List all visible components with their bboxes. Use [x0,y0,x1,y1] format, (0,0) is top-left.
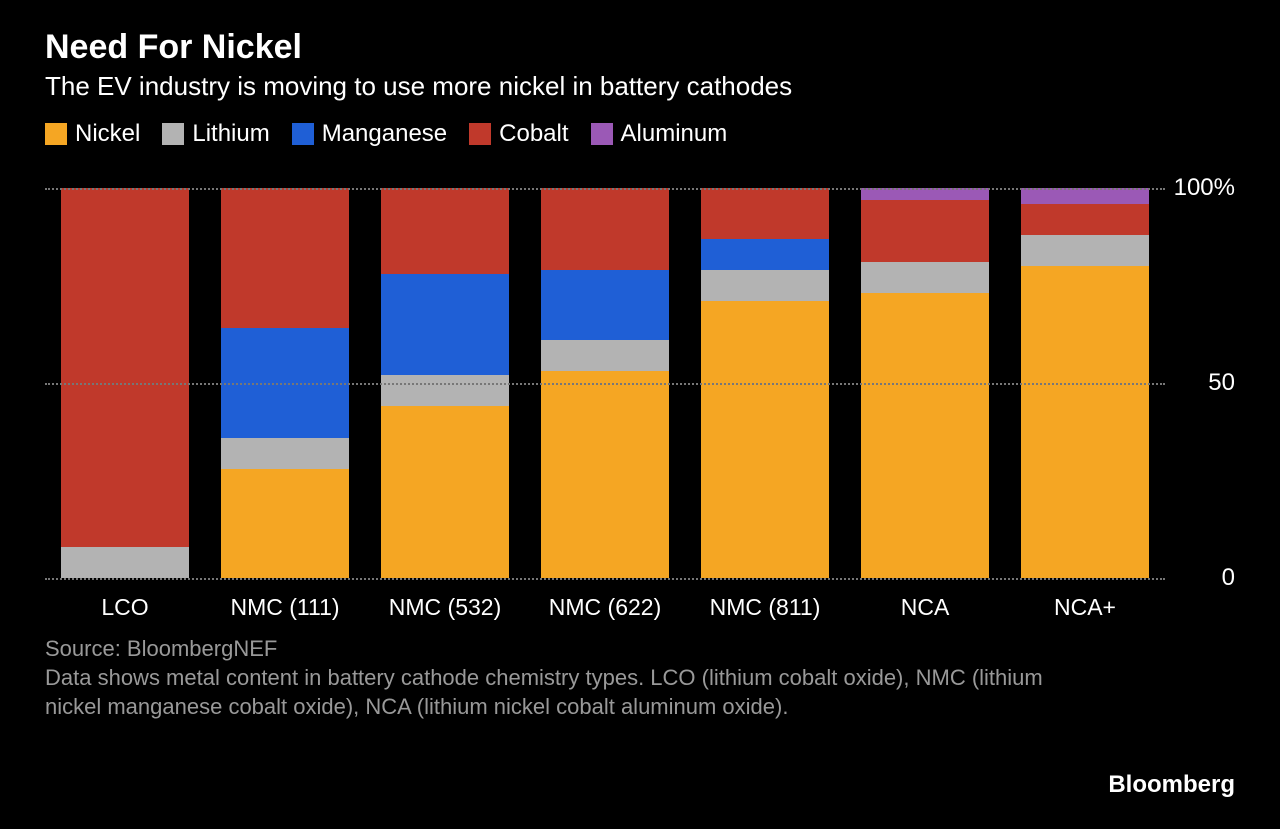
bar-segment [541,340,669,371]
bar-segment [1021,266,1149,578]
y-tick-label: 100% [1174,174,1235,202]
x-tick-label: NMC (111) [205,586,365,628]
legend-item: Lithium [162,120,269,148]
bar-segment [61,188,189,547]
bar-segment [701,301,829,578]
bar-segment [701,270,829,301]
bar-segment [381,274,509,375]
bar-segment [861,293,989,578]
chart-title: Need For Nickel [45,28,1235,67]
bar-segment [1021,235,1149,266]
bar-segment [861,200,989,262]
y-tick-label: 0 [1222,564,1235,592]
bar-segment [541,371,669,578]
bar-segment [1021,204,1149,235]
brand-logo: Bloomberg [1108,771,1235,799]
y-axis-labels: 050100% [1169,188,1235,578]
legend-swatch [45,123,67,145]
bar-segment [381,375,509,406]
legend-swatch [292,123,314,145]
chart-footer: Source: BloombergNEF Data shows metal co… [45,636,1235,721]
chart-subtitle: The EV industry is moving to use more ni… [45,71,1235,102]
bar-segment [221,438,349,469]
x-axis-labels: LCONMC (111)NMC (532)NMC (622)NMC (811)N… [45,586,1165,628]
legend-item: Manganese [292,120,447,148]
legend-item: Nickel [45,120,140,148]
bar-segment [861,262,989,293]
y-tick-label: 50 [1208,369,1235,397]
bar-segment [61,547,189,578]
legend-label: Nickel [75,120,140,148]
x-tick-label: NMC (532) [365,586,525,628]
bar-segment [541,188,669,270]
legend-label: Cobalt [499,120,568,148]
legend-swatch [591,123,613,145]
source-text: Source: BloombergNEF [45,636,1235,662]
legend-item: Aluminum [591,120,728,148]
x-tick-label: NMC (811) [685,586,845,628]
bar-segment [1021,188,1149,204]
x-tick-label: NMC (622) [525,586,685,628]
chart-area: 050100% LCONMC (111)NMC (532)NMC (622)NM… [45,158,1235,628]
legend-swatch [469,123,491,145]
bar-segment [221,188,349,328]
bar-segment [221,469,349,578]
legend-label: Lithium [192,120,269,148]
bar-segment [381,406,509,578]
x-tick-label: LCO [45,586,205,628]
bar-segment [701,239,829,270]
footnote-text: Data shows metal content in battery cath… [45,664,1045,721]
legend-item: Cobalt [469,120,568,148]
bar-segment [381,188,509,274]
x-tick-label: NCA+ [1005,586,1165,628]
legend-swatch [162,123,184,145]
legend-label: Manganese [322,120,447,148]
bar-segment [541,270,669,340]
gridline [45,578,1165,580]
gridline [45,188,1165,190]
legend: Nickel Lithium Manganese Cobalt Aluminum [45,120,1235,148]
legend-label: Aluminum [621,120,728,148]
gridline [45,383,1165,385]
bar-segment [701,188,829,239]
plot-region [45,188,1165,578]
x-tick-label: NCA [845,586,1005,628]
